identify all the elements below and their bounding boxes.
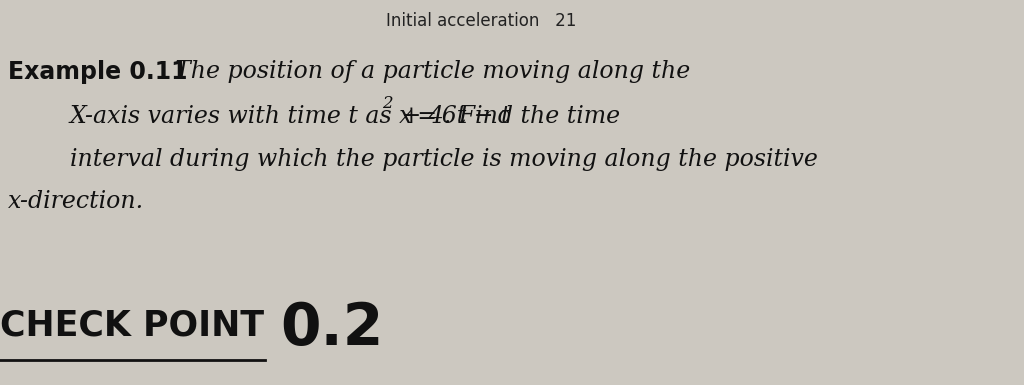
Text: x-direction.: x-direction.	[8, 190, 144, 213]
Text: Example 0.11: Example 0.11	[8, 60, 187, 84]
Text: Initial acceleration   21: Initial acceleration 21	[386, 12, 577, 30]
Text: interval during which the particle is moving along the positive: interval during which the particle is mo…	[70, 148, 818, 171]
Text: + 4. Find the time: + 4. Find the time	[393, 105, 620, 128]
Text: 0.2: 0.2	[280, 300, 383, 357]
Text: CHECK POINT: CHECK POINT	[0, 308, 264, 342]
Text: The position of a particle moving along the: The position of a particle moving along …	[175, 60, 690, 83]
Text: X-axis varies with time t as x = 6t − t: X-axis varies with time t as x = 6t − t	[70, 105, 512, 128]
Text: 2: 2	[382, 95, 392, 112]
